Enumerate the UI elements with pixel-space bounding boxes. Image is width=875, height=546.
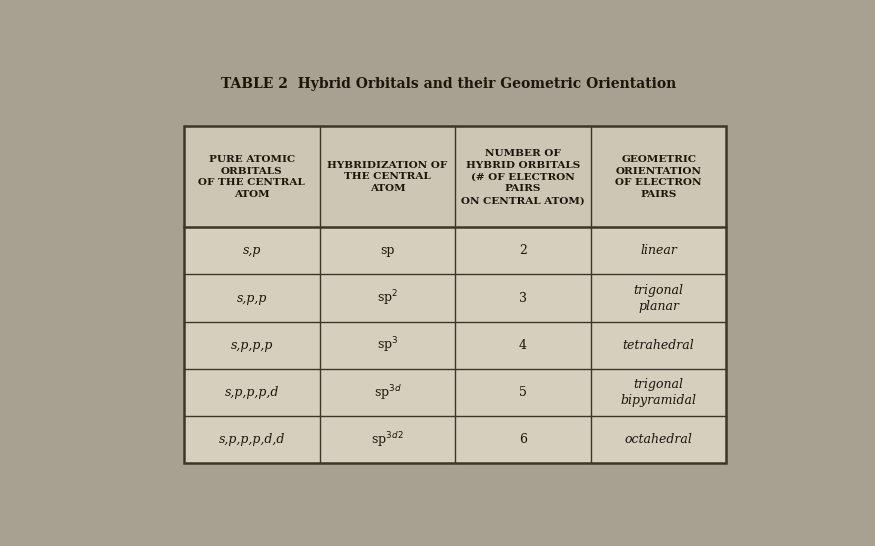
Text: trigonal
bipyramidal: trigonal bipyramidal [620, 378, 697, 407]
Text: s,p,p,p: s,p,p,p [231, 339, 273, 352]
Text: 5: 5 [519, 385, 527, 399]
Text: s,p,p: s,p,p [236, 292, 267, 305]
Text: NUMBER OF
HYBRID ORBITALS
(# OF ELECTRON
PAIRS
ON CENTRAL ATOM): NUMBER OF HYBRID ORBITALS (# OF ELECTRON… [461, 149, 584, 205]
Bar [184, 127, 726, 463]
Text: 2: 2 [519, 245, 527, 257]
Text: sp$^{2}$: sp$^{2}$ [377, 288, 398, 308]
Text: 3: 3 [519, 292, 527, 305]
Text: 4: 4 [519, 339, 527, 352]
Bar [184, 127, 726, 227]
Text: GEOMETRIC
ORIENTATION
OF ELECTRON
PAIRS: GEOMETRIC ORIENTATION OF ELECTRON PAIRS [615, 155, 702, 199]
Text: tetrahedral: tetrahedral [623, 339, 695, 352]
Text: linear: linear [640, 245, 677, 257]
Text: 6: 6 [519, 433, 527, 446]
Text: octahedral: octahedral [625, 433, 693, 446]
Text: sp$^{3d}$$^{2}$: sp$^{3d}$$^{2}$ [371, 430, 403, 449]
Text: s,p: s,p [242, 245, 261, 257]
Text: sp: sp [380, 245, 395, 257]
Text: s,p,p,p,d: s,p,p,p,d [225, 385, 279, 399]
Text: PURE ATOMIC
ORBITALS
OF THE CENTRAL
ATOM: PURE ATOMIC ORBITALS OF THE CENTRAL ATOM [199, 155, 305, 199]
Bar [184, 127, 726, 463]
Text: sp$^{3}$: sp$^{3}$ [377, 335, 398, 355]
Text: sp$^{3d}$: sp$^{3d}$ [374, 383, 402, 402]
Text: s,p,p,p,d,d: s,p,p,p,d,d [219, 433, 285, 446]
Text: HYBRIDIZATION OF
THE CENTRAL
ATOM: HYBRIDIZATION OF THE CENTRAL ATOM [327, 161, 447, 193]
Text: trigonal
planar: trigonal planar [634, 283, 683, 312]
Text: TABLE 2  Hybrid Orbitals and their Geometric Orientation: TABLE 2 Hybrid Orbitals and their Geomet… [220, 78, 676, 91]
